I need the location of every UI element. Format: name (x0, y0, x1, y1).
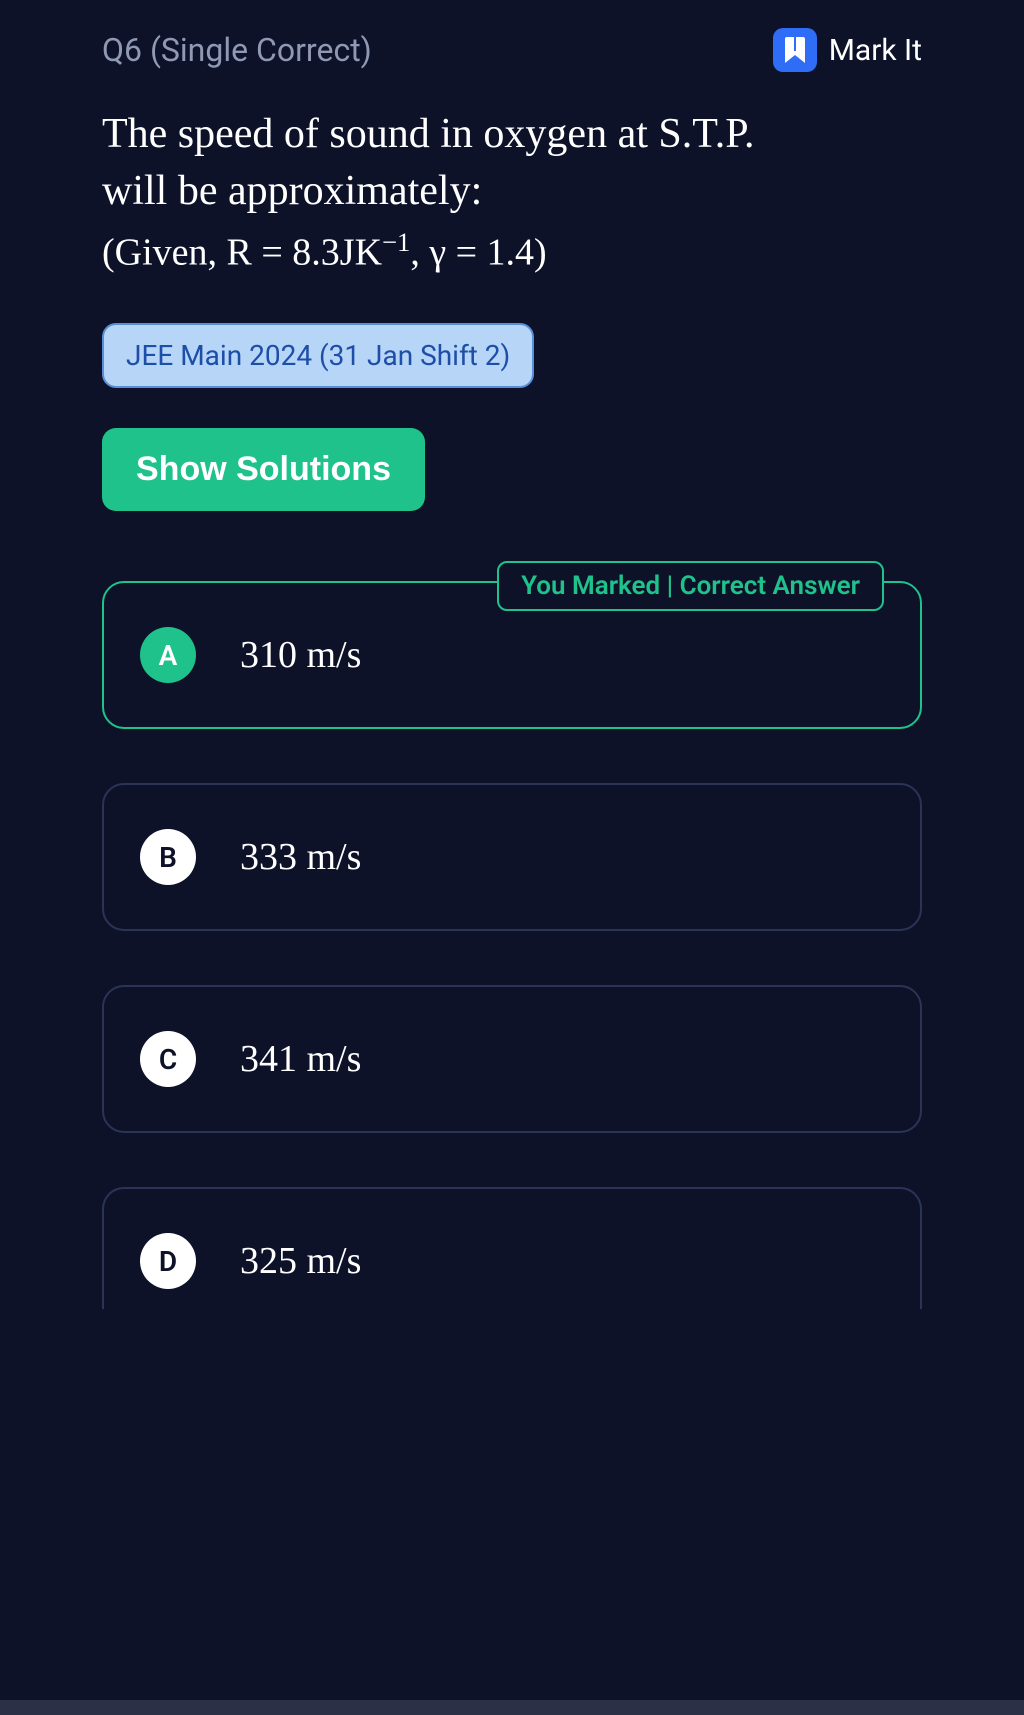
option-letter: A (140, 627, 196, 683)
mark-it-label: Mark It (829, 33, 922, 68)
option-text: 310 m/s (240, 633, 361, 677)
mark-it-button[interactable]: Mark It (773, 28, 922, 72)
option-text: 333 m/s (240, 835, 361, 879)
option-b[interactable]: B 333 m/s (102, 783, 922, 931)
exam-tag[interactable]: JEE Main 2024 (31 Jan Shift 2) (102, 323, 534, 388)
question-given: (Given, R = 8.3JK−1, γ = 1.4) (102, 227, 922, 275)
option-letter: C (140, 1031, 196, 1087)
show-solutions-button[interactable]: Show Solutions (102, 428, 425, 511)
bookmark-icon (773, 28, 817, 72)
option-a[interactable]: You Marked | Correct Answer A 310 m/s (102, 581, 922, 729)
bottom-bar (0, 1700, 1024, 1715)
options-list: You Marked | Correct Answer A 310 m/s B … (102, 581, 922, 1309)
option-c[interactable]: C 341 m/s (102, 985, 922, 1133)
question-line-2: will be approximately: (102, 168, 482, 214)
option-letter: B (140, 829, 196, 885)
option-text: 341 m/s (240, 1037, 361, 1081)
question-number-label: Q6 (Single Correct) (102, 31, 372, 69)
question-header: Q6 (Single Correct) Mark It (102, 28, 922, 72)
correct-answer-flag: You Marked | Correct Answer (497, 561, 884, 611)
option-d[interactable]: D 325 m/s (102, 1187, 922, 1309)
option-letter: D (140, 1233, 196, 1289)
question-text: The speed of sound in oxygen at S.T.P. w… (102, 106, 922, 219)
question-line-1: The speed of sound in oxygen at S.T.P. (102, 111, 754, 157)
option-text: 325 m/s (240, 1239, 361, 1283)
